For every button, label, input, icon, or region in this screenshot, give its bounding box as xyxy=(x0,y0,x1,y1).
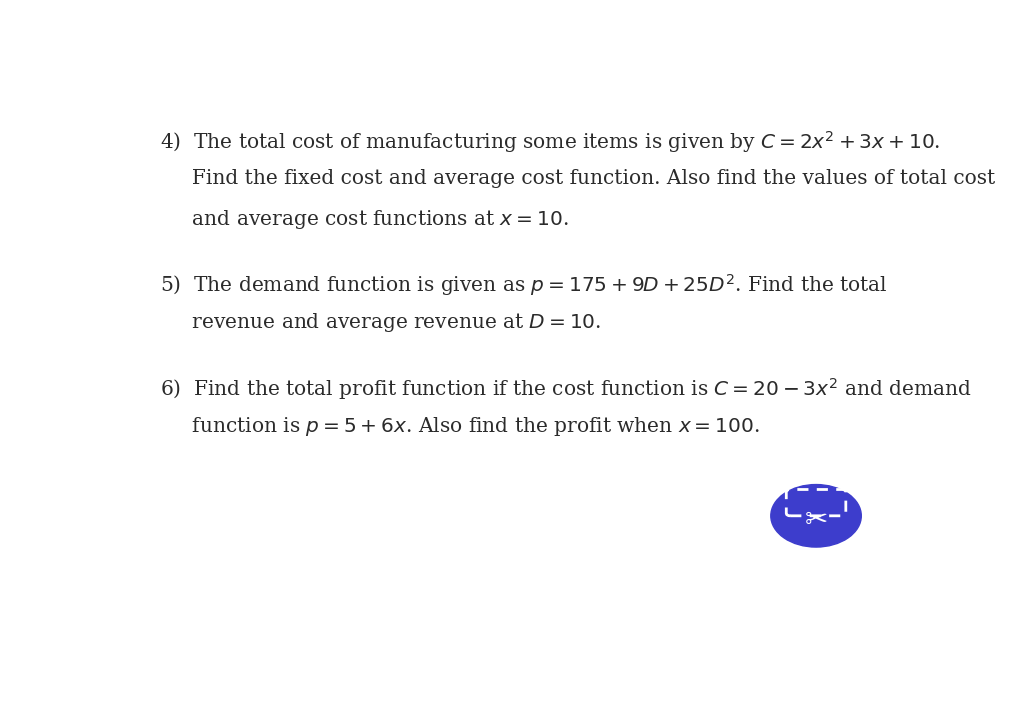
Text: 5)  The demand function is given as $p = 175 + 9D + 25D^2$. Find the total: 5) The demand function is given as $p = … xyxy=(160,272,888,298)
Text: ✂: ✂ xyxy=(805,506,827,534)
Text: Find the fixed cost and average cost function. Also find the values of total cos: Find the fixed cost and average cost fun… xyxy=(160,169,995,188)
Text: 6)  Find the total profit function if the cost function is $C = 20 - 3x^2$ and d: 6) Find the total profit function if the… xyxy=(160,376,972,402)
Text: 4)  The total cost of manufacturing some items is given by $C = 2x^2 + 3x + 10$.: 4) The total cost of manufacturing some … xyxy=(160,130,940,155)
Circle shape xyxy=(771,485,861,547)
Text: and average cost functions at $x = 10$.: and average cost functions at $x = 10$. xyxy=(160,208,568,231)
Text: revenue and average revenue at $D = 10$.: revenue and average revenue at $D = 10$. xyxy=(160,311,601,335)
Text: function is $p = 5 + 6x$. Also find the profit when $x = 100$.: function is $p = 5 + 6x$. Also find the … xyxy=(160,416,759,439)
